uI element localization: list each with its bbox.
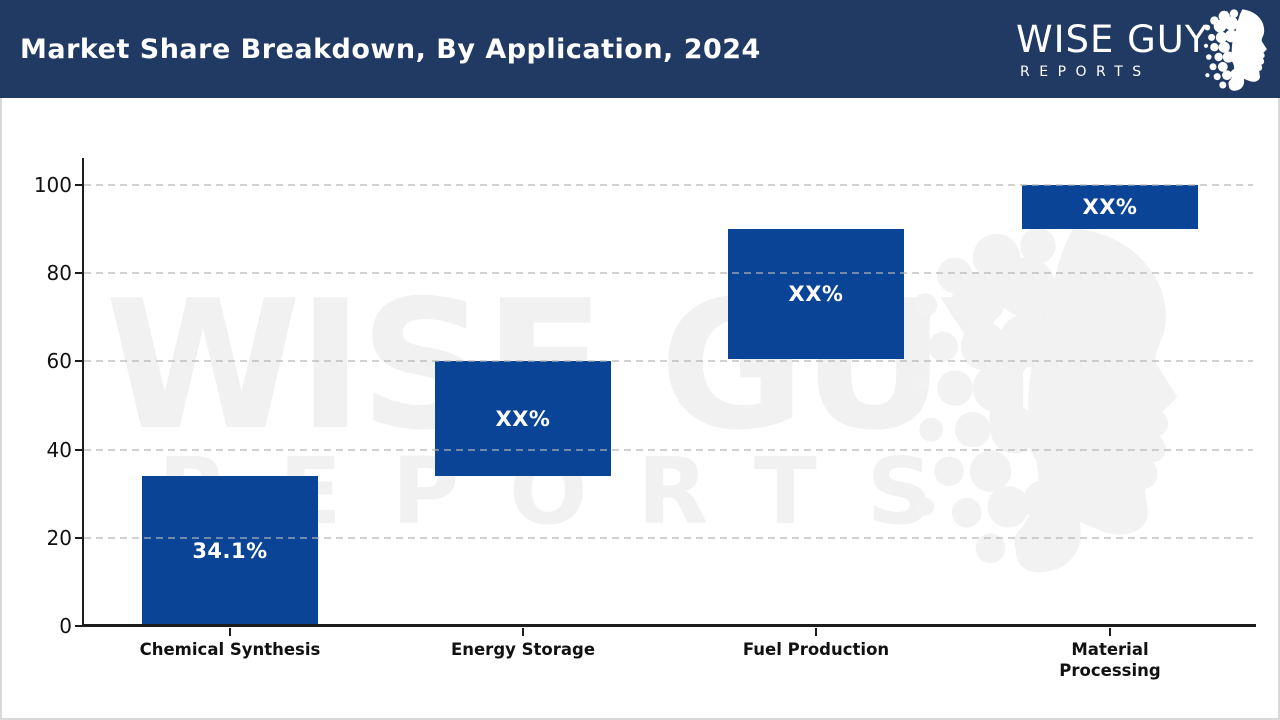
wise-guy-logo: WISE GUY REPORTS xyxy=(1016,8,1266,92)
x-category-label: Energy Storage xyxy=(450,640,596,659)
y-tick-mark xyxy=(75,625,83,627)
bar-energy-storage xyxy=(435,361,611,476)
x-tick-mark xyxy=(522,628,524,636)
y-tick-label: 100 xyxy=(33,173,72,197)
x-category-label: Fuel Production xyxy=(742,640,890,659)
x-category-label: Chemical Synthesis xyxy=(139,640,321,659)
y-tick-label: 0 xyxy=(59,614,72,638)
y-tick-label: 80 xyxy=(46,261,72,286)
y-tick-mark xyxy=(75,448,83,451)
y-tick-label: 40 xyxy=(46,437,72,462)
x-category-label: Material Processing xyxy=(1059,640,1161,680)
bar-value-label: XX% xyxy=(1082,195,1138,220)
y-tick-label: 60 xyxy=(46,349,72,374)
x-tick-mark xyxy=(229,628,231,636)
y-tick-mark xyxy=(75,536,83,539)
x-tick-mark xyxy=(1109,628,1111,636)
bar-value-label: XX% xyxy=(495,406,551,431)
logo-subtext: REPORTS xyxy=(1020,64,1151,80)
y-tick-mark xyxy=(75,272,83,275)
bar-value-label: XX% xyxy=(788,282,844,307)
page-title: Market Share Breakdown, By Application, … xyxy=(20,33,761,65)
gridline-y40 xyxy=(84,448,1253,451)
gridline-y60 xyxy=(84,360,1253,363)
y-axis-spine xyxy=(82,158,84,627)
bar-material-processing xyxy=(1022,185,1198,230)
x-axis-spine xyxy=(82,624,1256,627)
bar-value-label: 34.1% xyxy=(192,538,268,563)
gridline-y100 xyxy=(84,184,1253,186)
y-tick-mark xyxy=(75,360,83,363)
bar-chemical-synthesis xyxy=(142,475,318,626)
x-tick-mark xyxy=(815,628,817,636)
gridline-y80 xyxy=(84,272,1253,275)
y-tick-label: 20 xyxy=(46,525,72,550)
logo-face-icon xyxy=(1196,8,1272,92)
y-tick-mark xyxy=(75,184,83,186)
bar-fuel-production xyxy=(728,229,904,360)
logo-wordmark: WISE GUY xyxy=(1016,18,1209,61)
gridline-y20 xyxy=(84,536,1253,539)
header-bar: Market Share Breakdown, By Application, … xyxy=(0,0,1280,98)
